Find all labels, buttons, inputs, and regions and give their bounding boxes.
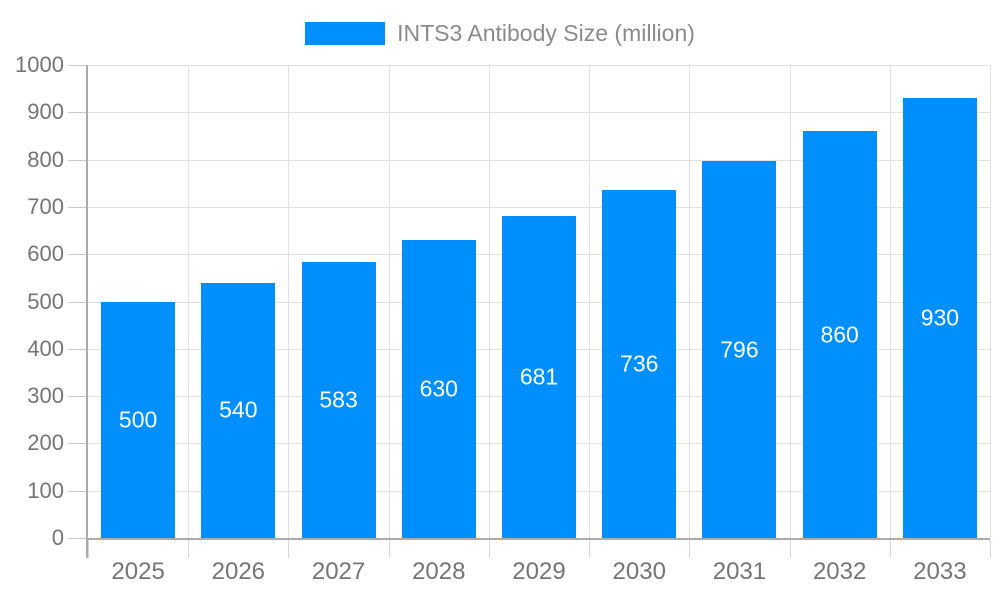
bar-value-label: 930	[920, 304, 960, 331]
x-axis-tick	[388, 540, 390, 558]
bar[interactable]	[401, 240, 476, 538]
y-axis-tick-label: 800	[27, 146, 64, 172]
x-axis-tick-label: 2030	[612, 558, 666, 585]
y-axis-tick	[68, 112, 88, 114]
y-axis-tick	[68, 490, 88, 492]
x-axis-tick-label: 2027	[311, 558, 366, 585]
y-axis-tick-label: 200	[27, 430, 64, 456]
x-axis-tick-label: 2031	[712, 558, 767, 585]
x-axis-tick	[188, 540, 190, 558]
x-gridline	[990, 65, 991, 538]
x-axis-tick	[288, 540, 290, 558]
y-axis-tick-label: 700	[27, 193, 64, 219]
x-axis-tick-label: 2032	[812, 558, 867, 585]
bar-value-label: 500	[118, 406, 158, 433]
x-gridline	[889, 65, 891, 538]
y-axis-tick-label: 500	[27, 288, 64, 314]
y-axis-tick-label: 100	[27, 477, 64, 503]
bar-value-label: 630	[419, 375, 458, 402]
y-gridline	[88, 159, 990, 161]
y-axis-tick-label: 600	[27, 241, 64, 267]
y-axis-tick	[68, 206, 88, 208]
x-axis-tick	[488, 540, 490, 558]
y-axis-tick-label: 1000	[15, 52, 64, 77]
bar[interactable]	[301, 262, 376, 538]
y-axis-tick-label: 300	[27, 383, 64, 409]
y-axis-tick	[68, 65, 88, 66]
bar-value-label: 583	[319, 386, 358, 413]
x-gridline	[188, 65, 190, 538]
bar[interactable]	[702, 161, 777, 538]
bar[interactable]	[502, 215, 576, 538]
x-axis-line	[86, 538, 990, 540]
x-axis-tick	[689, 540, 691, 558]
y-gridline	[88, 112, 990, 114]
y-axis-tick	[68, 159, 88, 161]
x-gridline	[789, 65, 791, 538]
x-axis-tick-label: 2025	[111, 558, 165, 585]
legend[interactable]: INTS3 Antibody Size (million)	[0, 19, 1000, 47]
bar[interactable]	[802, 131, 877, 538]
bar-value-label: 681	[519, 363, 559, 390]
x-axis-tick-label: 2029	[512, 558, 566, 585]
x-axis-tick-label: 2028	[412, 558, 466, 585]
bar-value-label: 540	[219, 396, 258, 423]
y-axis-tick-label: 900	[27, 99, 64, 125]
x-axis-tick	[990, 540, 991, 558]
x-axis-tick-label: 2033	[913, 558, 967, 585]
bar-value-label: 860	[820, 321, 859, 348]
y-axis-tick-label: 400	[27, 335, 64, 361]
y-gridline	[88, 65, 990, 66]
y-axis-tick	[68, 254, 88, 256]
x-gridline	[689, 65, 691, 538]
x-axis-tick	[889, 540, 891, 558]
y-gridline	[88, 206, 990, 208]
x-axis-tick	[88, 540, 89, 558]
x-axis-tick	[789, 540, 791, 558]
y-axis-tick	[68, 301, 88, 303]
x-axis-tick	[589, 540, 591, 558]
bar[interactable]	[101, 301, 176, 538]
bar[interactable]	[201, 282, 276, 538]
x-gridline	[288, 65, 290, 538]
y-axis-tick	[68, 348, 88, 350]
legend-label: INTS3 Antibody Size (million)	[397, 19, 695, 46]
x-gridline	[488, 65, 490, 538]
bar-value-label: 796	[720, 336, 759, 363]
y-axis-tick-label: 0	[51, 525, 64, 550]
x-axis-tick-label: 2026	[211, 558, 266, 585]
x-gridline	[388, 65, 390, 538]
bar[interactable]	[902, 98, 977, 538]
y-axis-tick	[68, 538, 88, 539]
bar[interactable]	[602, 189, 677, 538]
y-axis-tick	[68, 443, 88, 445]
y-axis-line	[86, 65, 88, 558]
x-gridline	[589, 65, 591, 538]
y-axis-tick	[68, 396, 88, 398]
legend-swatch	[305, 21, 386, 45]
bar-value-label: 736	[620, 350, 659, 377]
